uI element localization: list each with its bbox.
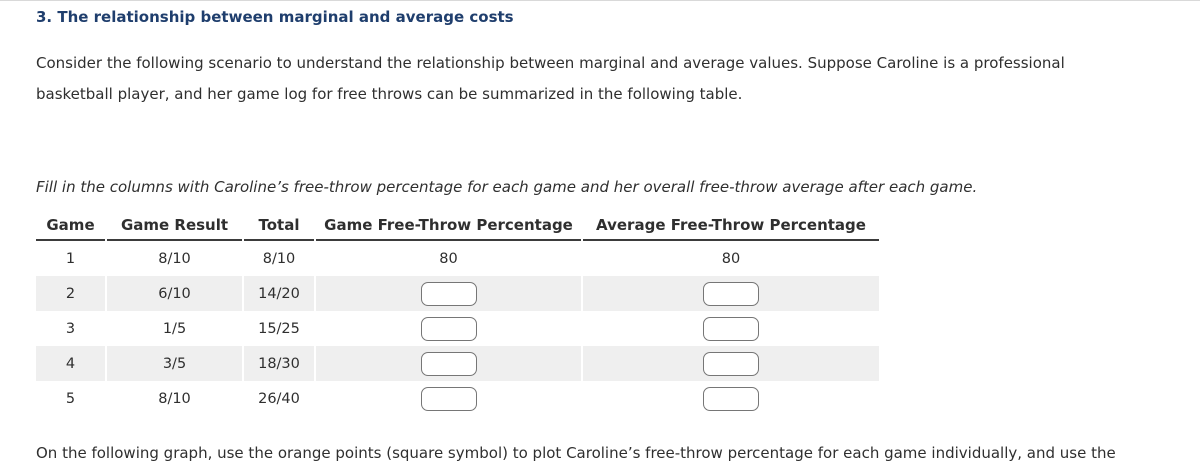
intro-paragraph: Consider the following scenario to under…	[36, 54, 1065, 103]
table-header-row: Game Game Result Total Game Free-Throw P…	[36, 216, 879, 241]
avg-ft-pct-input[interactable]	[703, 316, 759, 341]
column-header-game-result: Game Result	[107, 216, 242, 241]
game-ft-pct-cell	[316, 346, 581, 381]
total-cell: 18/30	[244, 346, 314, 381]
game-number-cell: 4	[36, 346, 105, 381]
game-ft-pct-input[interactable]	[420, 386, 477, 411]
table-header: Game Game Result Total Game Free-Throw P…	[36, 216, 879, 241]
avg-ft-pct-input[interactable]	[703, 281, 759, 306]
table-row: 1 8/10 8/10 80 80	[36, 241, 879, 276]
page-title: 3. The relationship between marginal and…	[36, 8, 514, 26]
column-header-total: Total	[244, 216, 314, 241]
game-number-cell: 1	[65, 250, 76, 267]
game-ft-pct-cell: 80	[439, 250, 458, 267]
table-row: 2 6/10 14/20	[36, 276, 879, 311]
game-result-cell: 3/5	[107, 346, 242, 381]
game-result-cell: 8/10	[158, 250, 191, 267]
game-ft-pct-cell	[316, 381, 581, 416]
game-ft-pct-input[interactable]	[420, 316, 477, 341]
game-number-cell: 2	[36, 276, 105, 311]
table-body: 1 8/10 8/10 80 80 2 6/10 14/20 3 1/5 15/25 4 3/5 18/3…	[36, 241, 879, 416]
next-instruction-partial: On the following graph, use the orange p…	[36, 444, 1116, 462]
question-page: 3. The relationship between marginal and…	[0, 8, 1200, 462]
total-cell: 8/10	[262, 250, 296, 267]
avg-ft-pct-cell	[583, 276, 879, 311]
avg-ft-pct-input[interactable]	[703, 351, 759, 376]
total-cell: 15/25	[258, 320, 300, 337]
column-header-game: Game	[36, 216, 105, 241]
free-throw-table: Game Game Result Total Game Free-Throw P…	[34, 216, 881, 416]
total-cell: 14/20	[244, 276, 314, 311]
avg-ft-pct-cell	[583, 346, 879, 381]
game-number-cell: 3	[65, 320, 76, 337]
avg-ft-pct-cell	[583, 311, 879, 346]
table-row: 4 3/5 18/30	[36, 346, 879, 381]
column-header-avg-ft-pct: Average Free-Throw Percentage	[583, 216, 879, 241]
table-row: 5 8/10 26/40	[36, 381, 879, 416]
game-result-cell: 8/10	[158, 390, 191, 407]
game-ft-pct-input[interactable]	[420, 281, 477, 306]
column-header-game-ft-pct: Game Free-Throw Percentage	[316, 216, 581, 241]
avg-ft-pct-cell	[583, 381, 879, 416]
game-result-cell: 6/10	[107, 276, 242, 311]
avg-ft-pct-cell: 80	[721, 250, 741, 267]
avg-ft-pct-input[interactable]	[703, 386, 759, 411]
instruction-text: Fill in the columns with Caroline’s free…	[36, 178, 978, 196]
total-cell: 26/40	[258, 390, 300, 407]
game-ft-pct-cell	[316, 276, 581, 311]
table-row: 3 1/5 15/25	[36, 311, 879, 346]
game-ft-pct-input[interactable]	[420, 351, 477, 376]
game-ft-pct-cell	[316, 311, 581, 346]
game-number-cell: 5	[65, 390, 76, 407]
game-result-cell: 1/5	[162, 320, 187, 337]
